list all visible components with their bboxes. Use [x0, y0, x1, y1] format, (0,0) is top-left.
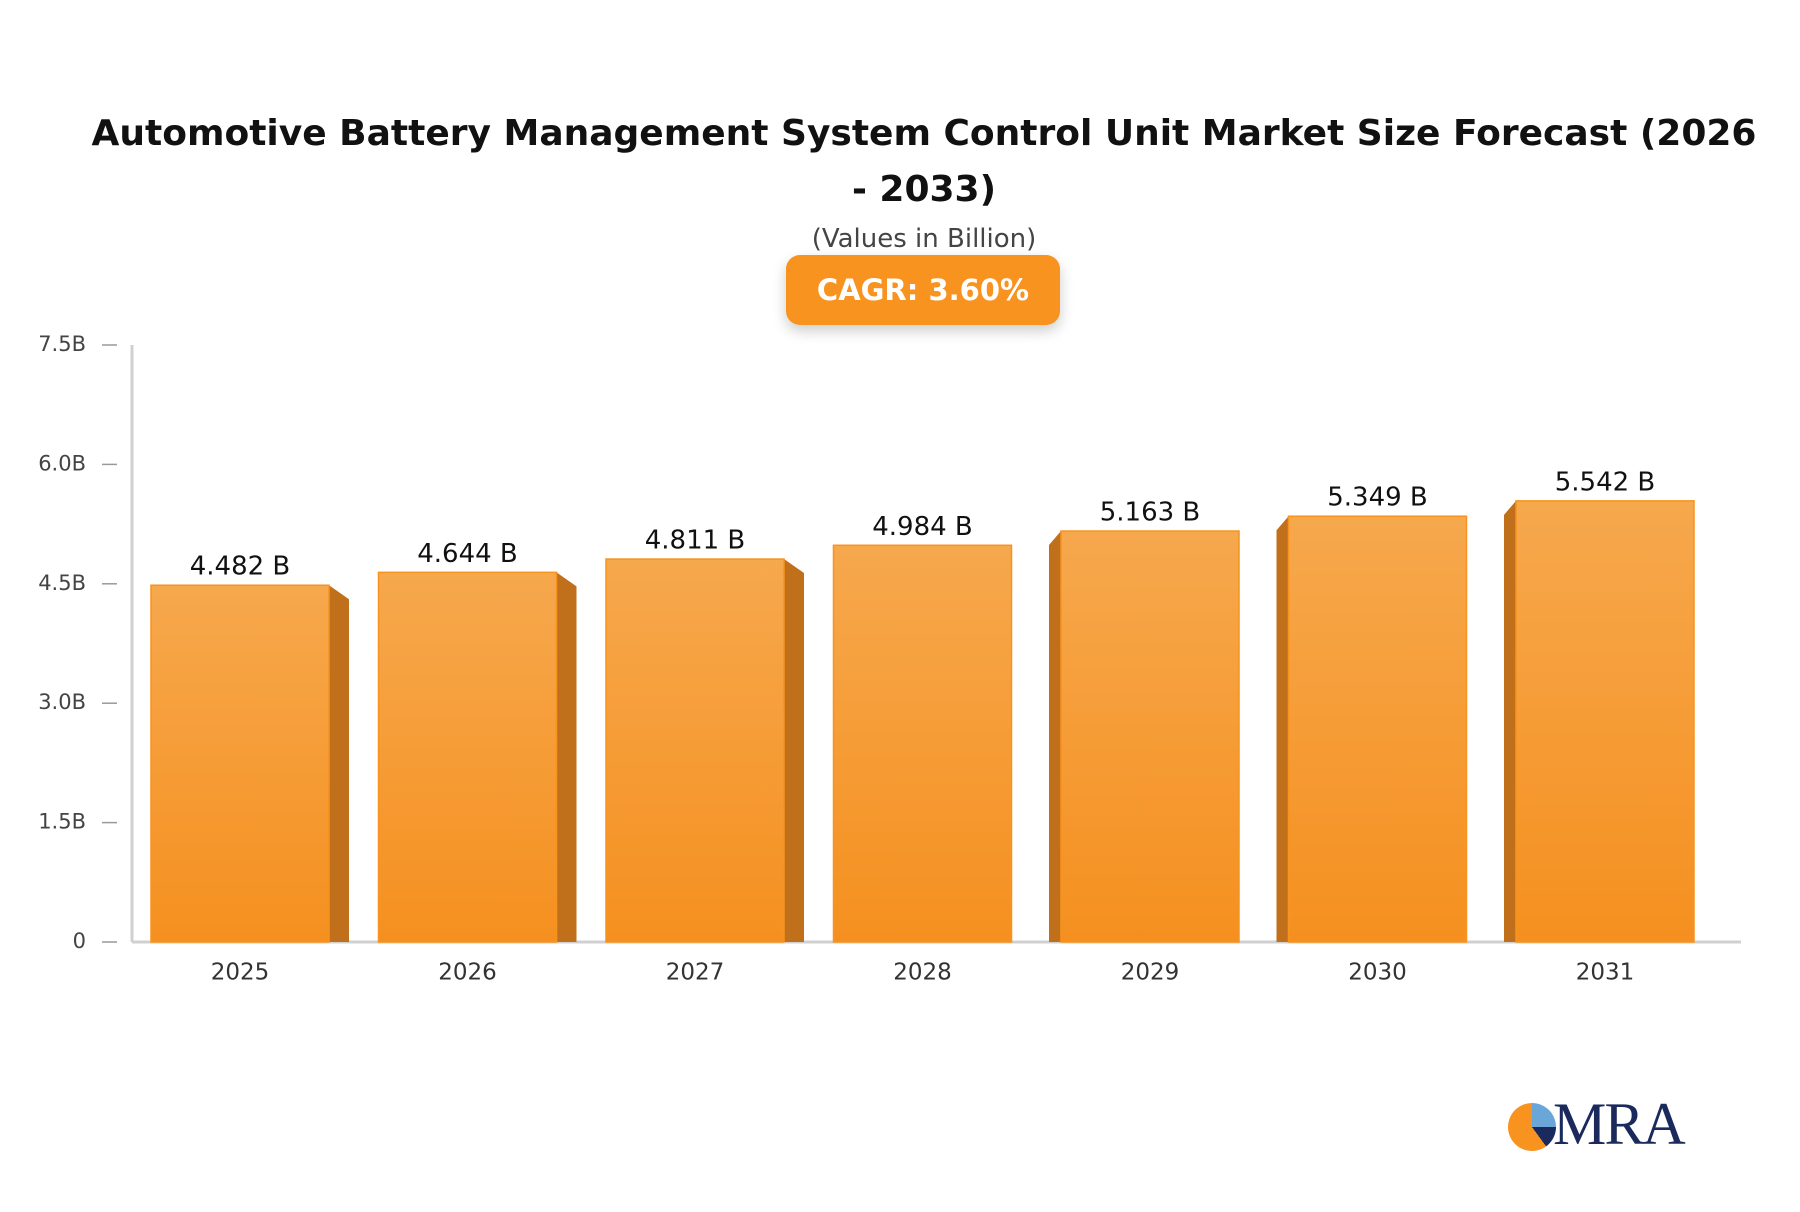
logo-icon: [1508, 1103, 1556, 1151]
x-tick-label: 2030: [1348, 960, 1407, 986]
bar: [605, 558, 785, 943]
x-tick-label: 2031: [1576, 960, 1635, 986]
bar: [1287, 515, 1468, 943]
bar-side: [556, 572, 577, 942]
cagr-badge: CAGR: 3.60%: [786, 255, 1060, 325]
chart-subtitle: (Values in Billion): [811, 224, 1037, 254]
bar-side: [1049, 531, 1061, 942]
value-label: 5.542 B: [1555, 467, 1656, 497]
bar-side: [1504, 500, 1516, 942]
y-tick-label: 1.5B: [38, 810, 86, 834]
value-label: 5.349 B: [1327, 483, 1428, 513]
bar: [832, 544, 1013, 943]
bar-side: [1276, 516, 1289, 942]
value-label: 4.811 B: [645, 526, 746, 556]
bar-side: [784, 559, 804, 942]
x-tick-label: 2026: [438, 960, 497, 986]
x-tick-label: 2029: [1121, 960, 1180, 986]
value-label: 4.984 B: [872, 512, 973, 542]
logo: MRA: [1553, 1091, 1686, 1157]
y-tick-label: 4.5B: [38, 571, 86, 595]
bar: [150, 584, 330, 943]
value-label: 4.644 B: [417, 539, 518, 569]
chart-title: Automotive Battery Management System Con…: [91, 113, 1757, 210]
y-tick-label: 6.0B: [38, 451, 86, 475]
bar: [377, 571, 558, 943]
bar: [1060, 530, 1240, 943]
y-tick-label: 7.5B: [38, 332, 86, 356]
bar-side: [329, 585, 349, 942]
y-tick-label: 3.0B: [38, 690, 86, 714]
value-label: 4.482 B: [190, 552, 291, 582]
value-label: 5.163 B: [1100, 498, 1201, 528]
y-tick-label: 0: [73, 929, 86, 953]
x-tick-label: 2025: [211, 960, 270, 986]
x-tick-label: 2027: [666, 960, 725, 986]
bar: [1515, 500, 1695, 943]
x-tick-label: 2028: [893, 960, 952, 986]
